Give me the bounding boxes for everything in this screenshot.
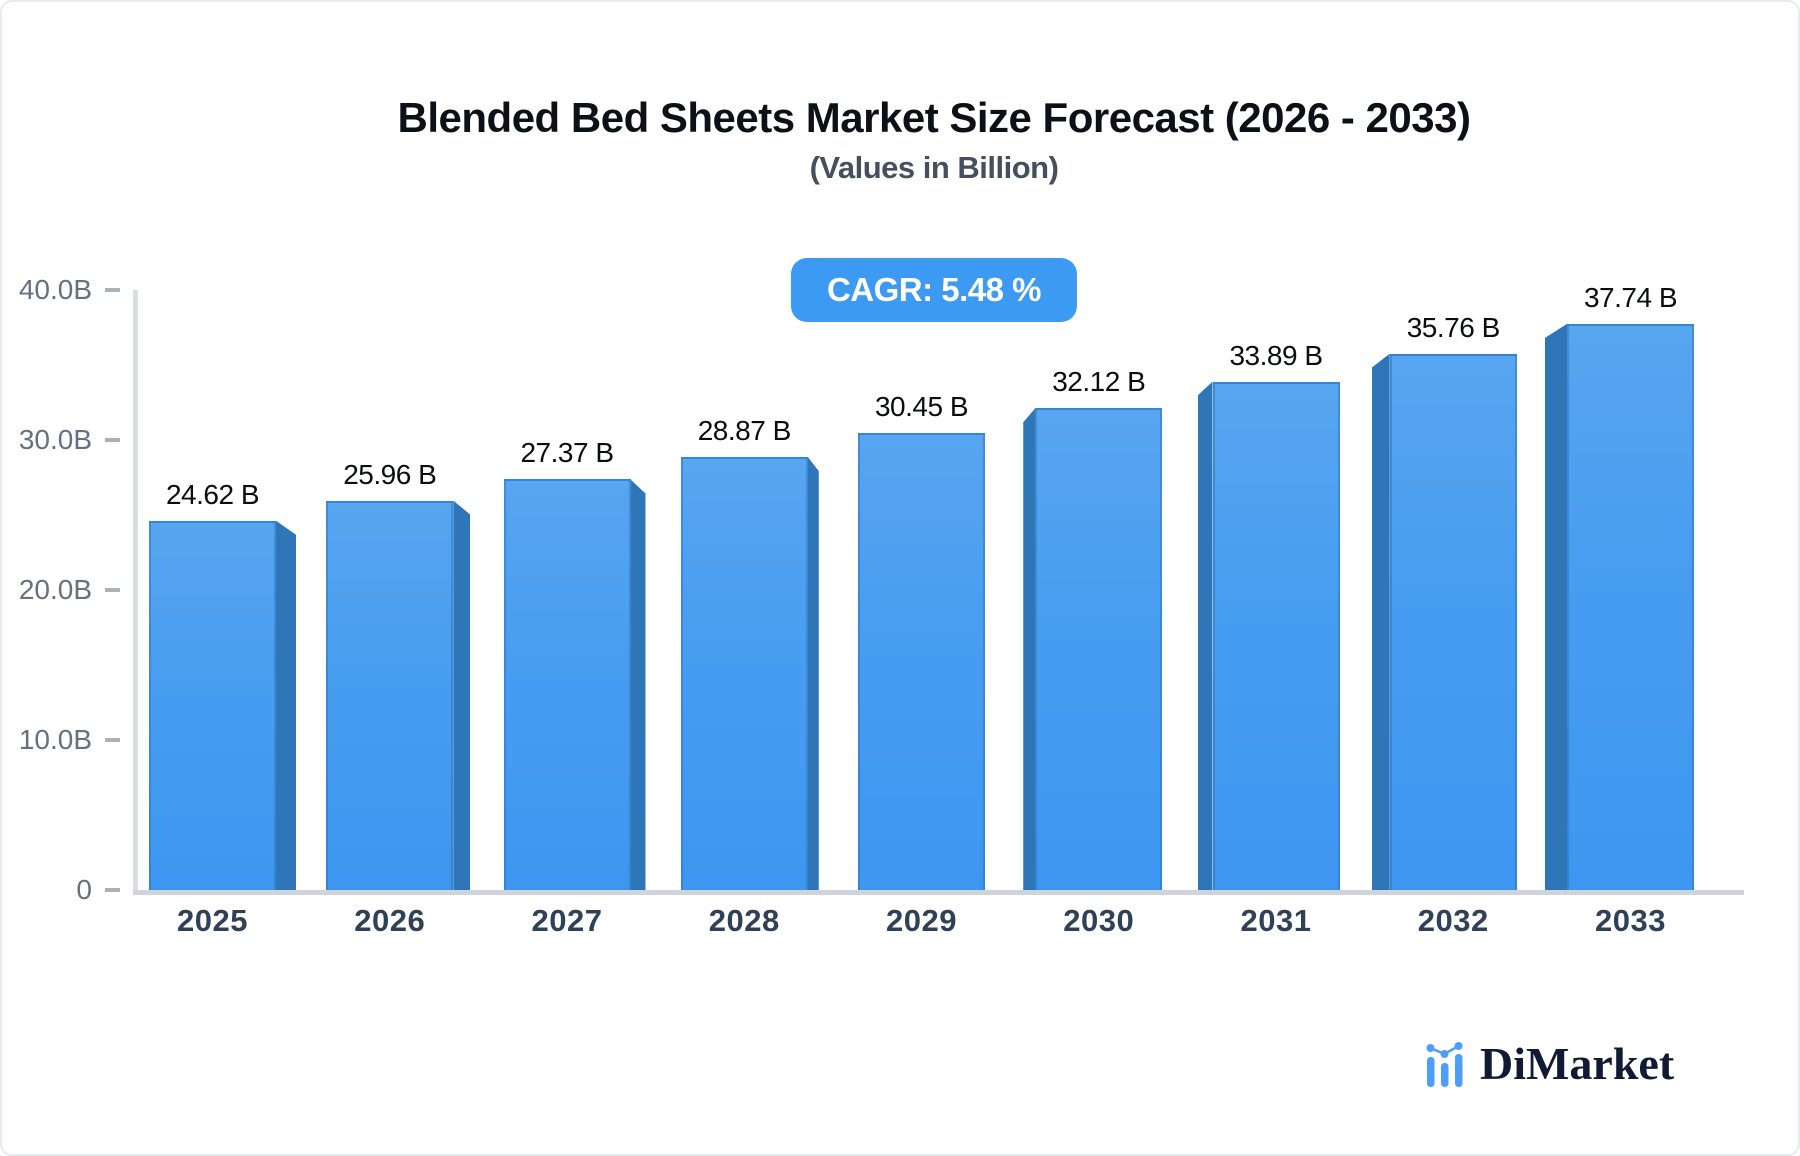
bar-side-face bbox=[1545, 323, 1567, 890]
bar-2026 bbox=[326, 500, 471, 890]
bar-front-face bbox=[680, 456, 808, 890]
y-axis-tick-mark bbox=[105, 738, 120, 742]
bar-value-label: 30.45 B bbox=[874, 391, 969, 423]
cagr-badge: CAGR: 5.48 % bbox=[790, 258, 1078, 322]
bar-front-face bbox=[1212, 381, 1340, 890]
x-axis-label: 2030 bbox=[1063, 903, 1135, 938]
x-axis-label: 2025 bbox=[177, 903, 248, 938]
y-axis-tick-mark bbox=[105, 888, 120, 892]
bar-value-label: 35.76 B bbox=[1406, 311, 1501, 343]
brand-name: DiMarket bbox=[1480, 1038, 1675, 1089]
bar-value-label: 28.87 B bbox=[697, 414, 792, 446]
x-axis-label: 2029 bbox=[886, 903, 957, 938]
y-axis-tick-label: 30.0B bbox=[18, 424, 92, 455]
bar-value-label: 33.89 B bbox=[1229, 339, 1323, 371]
y-axis-line bbox=[133, 290, 138, 895]
bar-2025 bbox=[149, 520, 296, 890]
bar-2031 bbox=[1197, 381, 1340, 890]
bar-side-face bbox=[1197, 381, 1213, 890]
y-axis-tick-mark bbox=[105, 438, 120, 442]
chart-subtitle: (Values in Billion) bbox=[809, 150, 1059, 185]
bar-front-face bbox=[858, 433, 985, 890]
y-axis-tick-label: 40.0B bbox=[18, 274, 92, 305]
bar-2027 bbox=[503, 479, 646, 890]
x-axis-label: 2031 bbox=[1240, 903, 1312, 938]
bar-front-face bbox=[149, 520, 276, 890]
bar-front-face bbox=[326, 500, 454, 890]
x-axis-label: 2027 bbox=[531, 903, 603, 938]
x-axis-label: 2032 bbox=[1417, 903, 1489, 938]
brand-logo: DiMarket bbox=[1424, 1038, 1674, 1090]
x-axis-label: 2026 bbox=[354, 903, 426, 938]
bar-value-label: 27.37 B bbox=[520, 437, 614, 469]
y-axis-tick-label: 10.0B bbox=[18, 724, 92, 755]
bar-front-face bbox=[1035, 408, 1163, 890]
chart-title: Blended Bed Sheets Market Size Forecast … bbox=[397, 94, 1471, 141]
bar-2033 bbox=[1545, 323, 1694, 890]
bar-2032 bbox=[1371, 353, 1517, 890]
bar-2029 bbox=[858, 433, 985, 890]
bar-side-face bbox=[1371, 353, 1390, 890]
x-axis-label: 2033 bbox=[1595, 903, 1666, 938]
y-axis-tick-mark bbox=[105, 588, 120, 592]
bar-value-label: 24.62 B bbox=[165, 478, 260, 510]
y-axis-tick-mark bbox=[105, 288, 120, 292]
bar-side-face bbox=[453, 500, 471, 890]
bar-side-face bbox=[1023, 408, 1036, 890]
x-axis-label: 2028 bbox=[708, 903, 780, 938]
bar-2030 bbox=[1023, 408, 1163, 890]
bar-front-face bbox=[503, 479, 631, 890]
bar-front-face bbox=[1567, 323, 1694, 890]
y-axis-tick-label: 20.0B bbox=[18, 574, 92, 605]
bar-chart-logo-icon bbox=[1424, 1041, 1466, 1087]
bar-value-label: 37.74 B bbox=[1583, 281, 1678, 313]
y-axis-tick-label: 0 bbox=[76, 874, 92, 905]
bar-side-face bbox=[807, 456, 819, 890]
bar-side-face bbox=[630, 479, 646, 890]
bar-2028 bbox=[680, 456, 819, 890]
bar-side-face bbox=[276, 520, 296, 890]
bar-front-face bbox=[1389, 353, 1517, 890]
x-axis-line bbox=[133, 890, 1744, 895]
bar-value-label: 25.96 B bbox=[343, 458, 437, 490]
bar-value-label: 32.12 B bbox=[1052, 366, 1146, 398]
